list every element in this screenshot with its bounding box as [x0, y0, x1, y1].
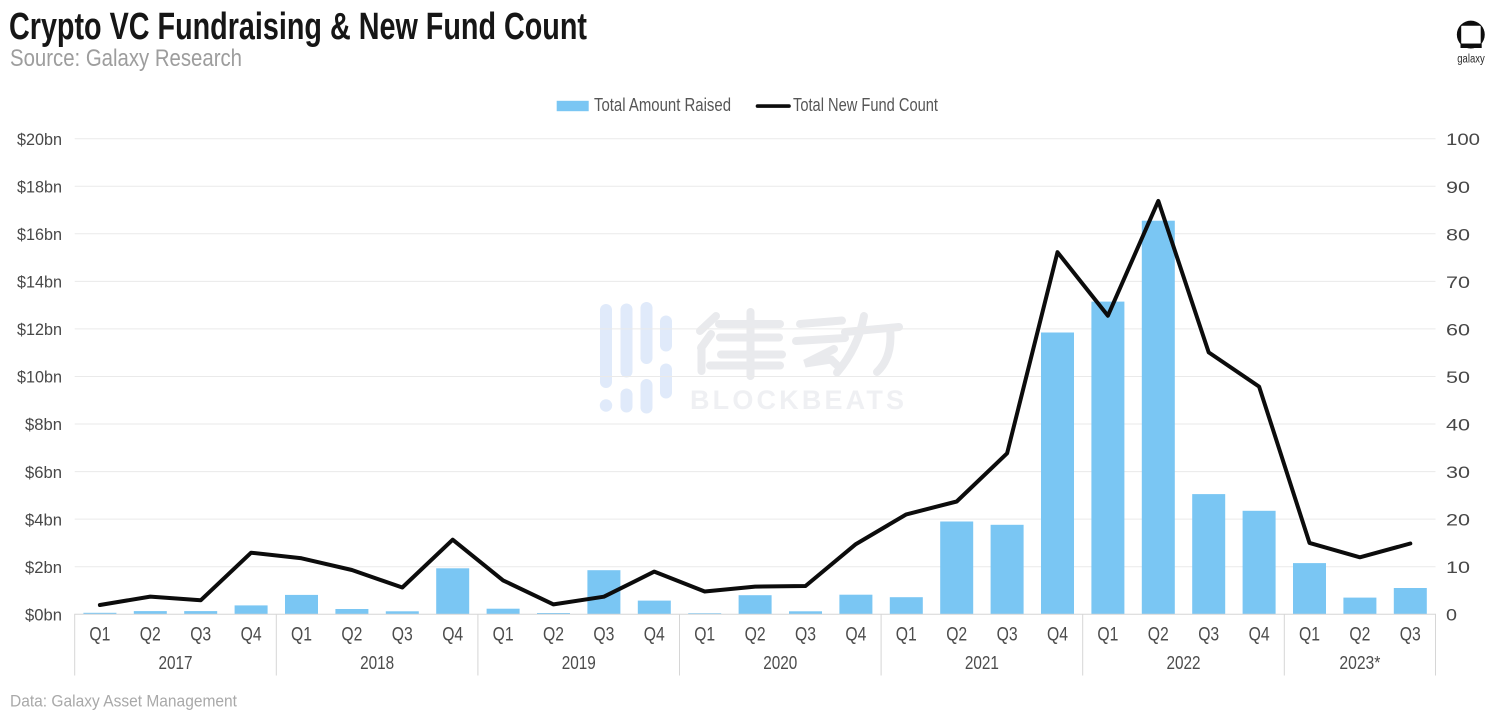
svg-text:60: 60: [1446, 320, 1470, 339]
svg-text:2022: 2022: [1167, 652, 1201, 673]
svg-text:Q1: Q1: [291, 625, 312, 646]
svg-text:Q3: Q3: [795, 625, 816, 646]
svg-text:$12bn: $12bn: [17, 320, 62, 339]
svg-text:50: 50: [1446, 368, 1470, 387]
svg-text:Total Amount Raised: Total Amount Raised: [594, 95, 731, 115]
svg-text:Q2: Q2: [946, 625, 967, 646]
svg-text:Q1: Q1: [1299, 625, 1320, 646]
svg-text:Q1: Q1: [1097, 625, 1118, 646]
svg-text:Q3: Q3: [392, 625, 413, 646]
svg-text:2021: 2021: [965, 652, 999, 673]
svg-text:Q2: Q2: [543, 625, 564, 646]
svg-text:10: 10: [1446, 558, 1470, 577]
svg-text:20: 20: [1446, 511, 1470, 530]
svg-text:90: 90: [1446, 178, 1470, 197]
svg-text:galaxy: galaxy: [1457, 54, 1485, 66]
svg-text:30: 30: [1446, 463, 1470, 482]
svg-text:2017: 2017: [159, 652, 193, 673]
svg-text:100: 100: [1446, 130, 1480, 149]
svg-text:$10bn: $10bn: [17, 368, 62, 387]
svg-text:Q3: Q3: [593, 625, 614, 646]
svg-text:2019: 2019: [562, 652, 596, 673]
svg-text:Q3: Q3: [1198, 625, 1219, 646]
svg-text:2020: 2020: [763, 652, 797, 673]
svg-text:Q4: Q4: [1249, 625, 1270, 646]
svg-text:Source: Galaxy Research: Source: Galaxy Research: [10, 45, 242, 72]
svg-text:2023*: 2023*: [1339, 652, 1380, 673]
svg-text:70: 70: [1446, 273, 1470, 292]
svg-text:Q2: Q2: [1148, 625, 1169, 646]
svg-text:Q4: Q4: [1047, 625, 1068, 646]
svg-text:Q1: Q1: [89, 625, 110, 646]
svg-text:$20bn: $20bn: [17, 130, 62, 149]
svg-text:Q2: Q2: [1349, 625, 1370, 646]
svg-text:Q4: Q4: [644, 625, 665, 646]
svg-text:Total New Fund Count: Total New Fund Count: [793, 95, 938, 115]
svg-text:$6bn: $6bn: [25, 463, 62, 482]
svg-text:Q1: Q1: [493, 625, 514, 646]
svg-text:Q2: Q2: [140, 625, 161, 646]
svg-text:0: 0: [1446, 606, 1457, 625]
svg-text:$14bn: $14bn: [17, 273, 62, 292]
svg-text:$8bn: $8bn: [25, 415, 62, 434]
svg-text:Q3: Q3: [1400, 625, 1421, 646]
svg-text:Q2: Q2: [745, 625, 766, 646]
svg-text:Data: Galaxy Asset Management: Data: Galaxy Asset Management: [10, 691, 237, 710]
svg-text:Q1: Q1: [896, 625, 917, 646]
svg-text:Q4: Q4: [442, 625, 463, 646]
svg-text:Q3: Q3: [997, 625, 1018, 646]
svg-text:Q1: Q1: [694, 625, 715, 646]
svg-text:2018: 2018: [360, 652, 394, 673]
svg-text:Crypto VC Fundraising & New Fu: Crypto VC Fundraising & New Fund Count: [9, 6, 587, 48]
svg-text:$4bn: $4bn: [25, 510, 62, 529]
svg-text:$2bn: $2bn: [25, 558, 62, 577]
svg-text:Q3: Q3: [190, 625, 211, 646]
svg-text:40: 40: [1446, 416, 1470, 435]
svg-text:$16bn: $16bn: [17, 225, 62, 244]
svg-text:Q4: Q4: [241, 625, 262, 646]
svg-text:80: 80: [1446, 225, 1470, 244]
svg-text:$18bn: $18bn: [17, 178, 62, 197]
svg-text:Q2: Q2: [341, 625, 362, 646]
svg-text:$0bn: $0bn: [25, 605, 62, 624]
svg-text:BLOCKBEATS: BLOCKBEATS: [690, 385, 911, 415]
svg-text:Q4: Q4: [845, 625, 866, 646]
